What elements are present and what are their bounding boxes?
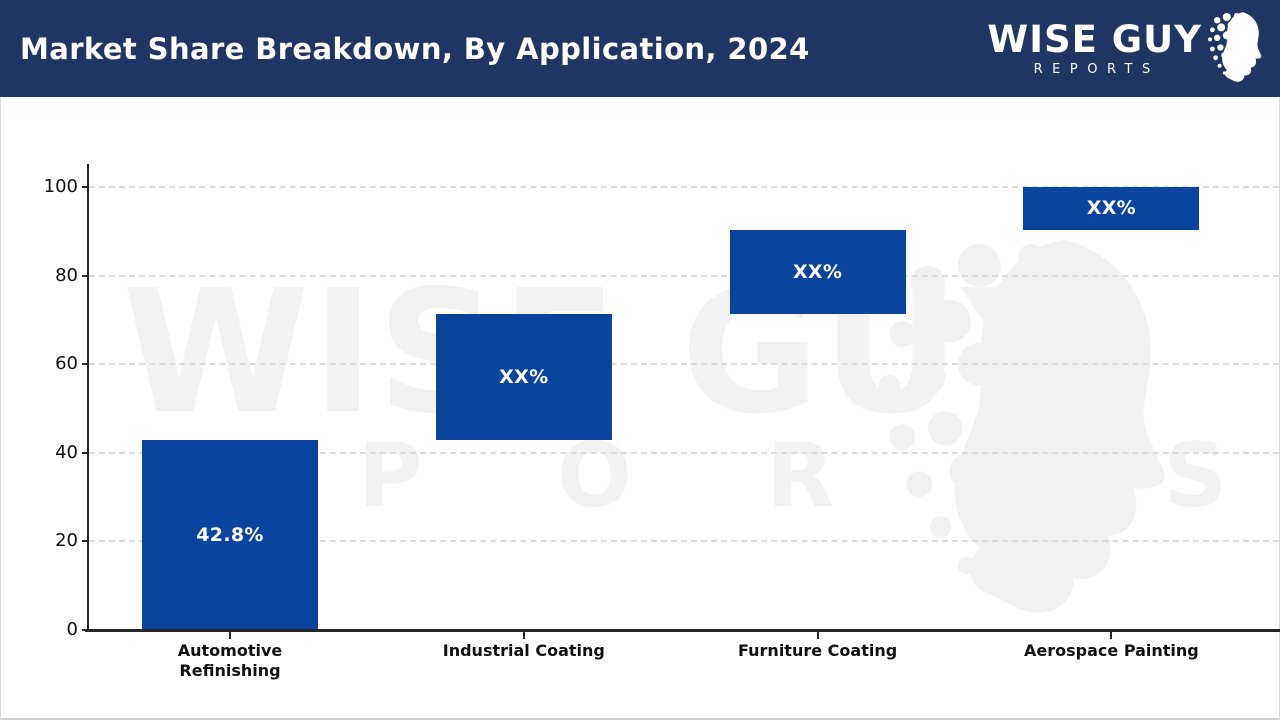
brand-subtitle: REPORTS bbox=[1033, 62, 1160, 77]
brand-name: WISE GUY bbox=[987, 18, 1202, 61]
brand-logo-text: WISE GUY REPORTS bbox=[987, 21, 1202, 76]
header: Market Share Breakdown, By Application, … bbox=[0, 0, 1280, 97]
brand-logo: WISE GUY REPORTS bbox=[987, 9, 1262, 89]
chart-title: Market Share Breakdown, By Application, … bbox=[20, 31, 810, 66]
brand-head-icon bbox=[1208, 11, 1262, 82]
chart-canvas bbox=[0, 97, 1280, 720]
